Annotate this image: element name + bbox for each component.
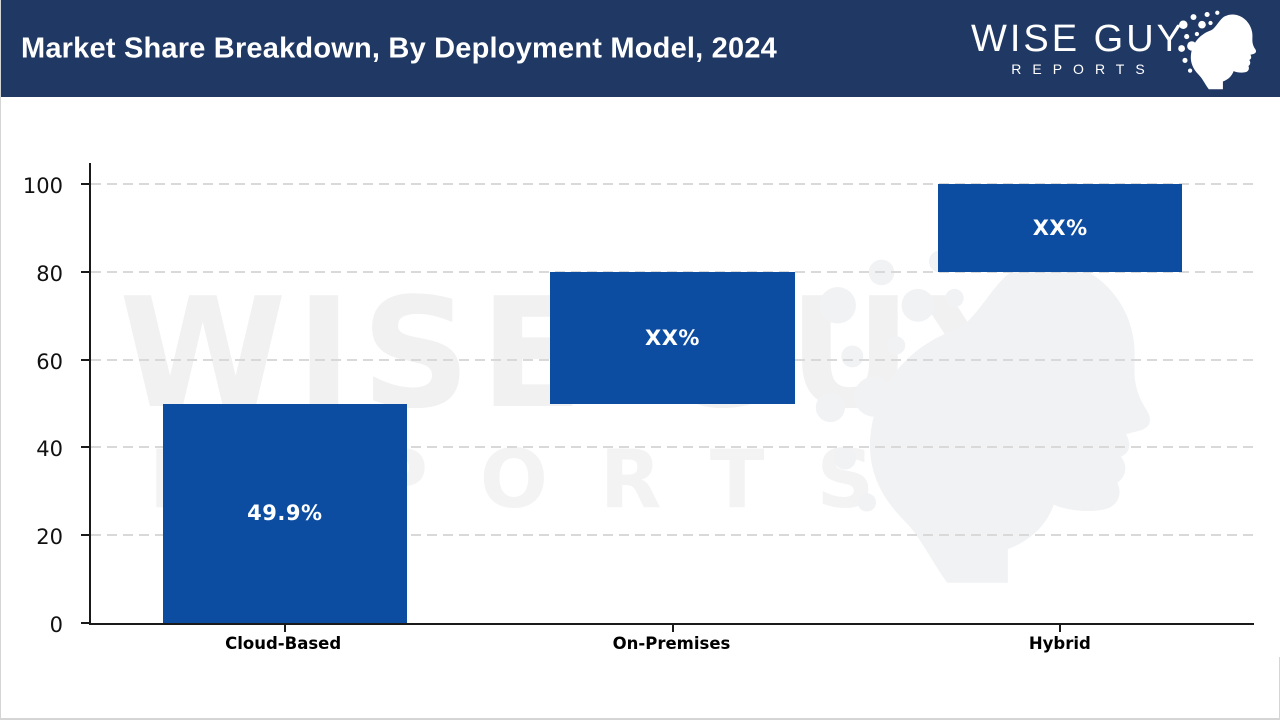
gridline-40: [91, 446, 1254, 449]
x-axis-label-on-premises: On-Premises: [612, 634, 731, 653]
y-tick-mark-20: [81, 534, 89, 537]
logo-text: WISE GUY REPORTS: [970, 18, 1185, 77]
y-tick-mark-0: [81, 622, 89, 624]
page-title: Market Share Breakdown, By Deployment Mo…: [21, 32, 777, 64]
logo-wordmark: WISE GUY: [970, 18, 1185, 61]
wiseguy-logo: WISE GUY REPORTS: [971, 6, 1267, 91]
bar-on-premises: XX%: [550, 271, 795, 404]
x-tick-mark-2: [671, 625, 674, 632]
x-axis-label-cloud-based: Cloud-Based: [225, 634, 342, 653]
plot-scale-region: 49.9% XX% XX%: [81, 183, 1254, 624]
header: Market Share Breakdown, By Deployment Mo…: [1, 0, 1280, 97]
chart-area: WISE GUY REPORTS 0 20 40 60 80 100 49.9% XX% XX…: [1, 97, 1280, 657]
x-tick-mark-3: [1059, 625, 1062, 632]
bar-cloud-based: 49.9%: [162, 403, 407, 623]
y-tick-mark-80: [81, 270, 89, 273]
gridline-20: [91, 534, 1254, 537]
bar-value-label: 49.9%: [247, 501, 323, 526]
y-tick-label-60: 60: [36, 349, 63, 374]
y-tick-label-40: 40: [36, 437, 63, 462]
x-axis-label-hybrid: Hybrid: [1028, 634, 1091, 653]
y-tick-mark-100: [81, 183, 89, 185]
bar-value-label: XX%: [645, 325, 700, 350]
y-tick-label-20: 20: [36, 525, 63, 550]
y-tick-mark-40: [81, 446, 89, 449]
y-axis-tick-labels: 0 20 40 60 80 100: [3, 174, 77, 637]
head-silhouette-icon: [1178, 10, 1257, 90]
y-tick-mark-60: [81, 358, 89, 361]
logo-subtitle: REPORTS: [1011, 60, 1156, 77]
x-axis-category-labels: Cloud-Based On-Premises Hybrid: [89, 634, 1254, 653]
bar-value-label: XX%: [1032, 215, 1088, 240]
y-tick-label-80: 80: [36, 261, 63, 286]
gridline-100: [91, 183, 1254, 185]
bar-hybrid: XX%: [938, 184, 1183, 272]
y-tick-label-100: 100: [22, 174, 63, 198]
plot-box: 0 20 40 60 80 100 49.9% XX% XX%: [23, 163, 1254, 637]
x-tick-mark-1: [283, 625, 286, 632]
y-tick-label-0: 0: [49, 613, 63, 637]
gridline-80: [91, 270, 1254, 273]
